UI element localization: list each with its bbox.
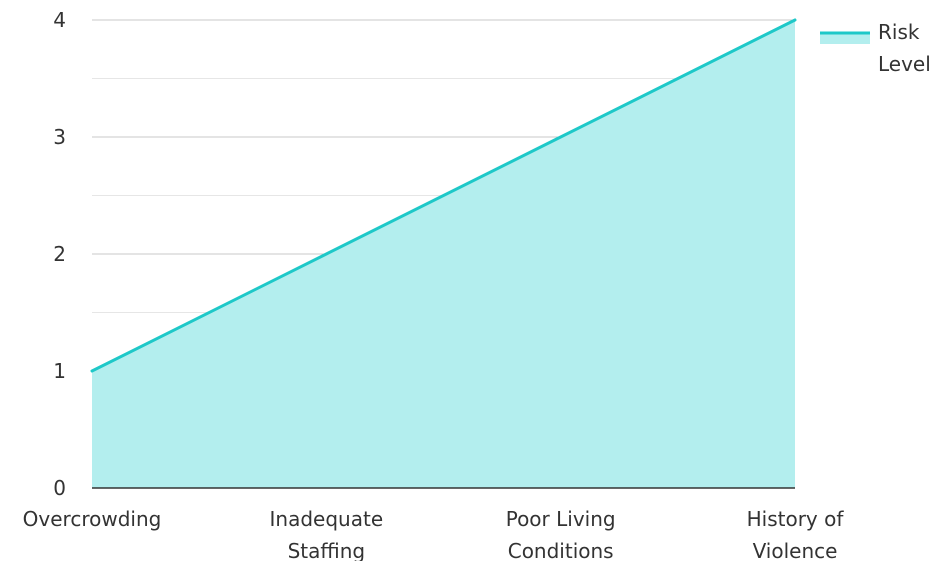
y-tick-label: 4 <box>53 8 66 32</box>
y-tick-label: 0 <box>53 476 66 500</box>
y-tick-label: 1 <box>53 359 66 383</box>
y-tick-label: 3 <box>53 125 66 149</box>
x-tick-label: Overcrowding <box>23 507 162 531</box>
y-axis-ticks: 0 1 2 3 4 <box>53 8 66 500</box>
y-tick-label: 2 <box>53 242 66 266</box>
